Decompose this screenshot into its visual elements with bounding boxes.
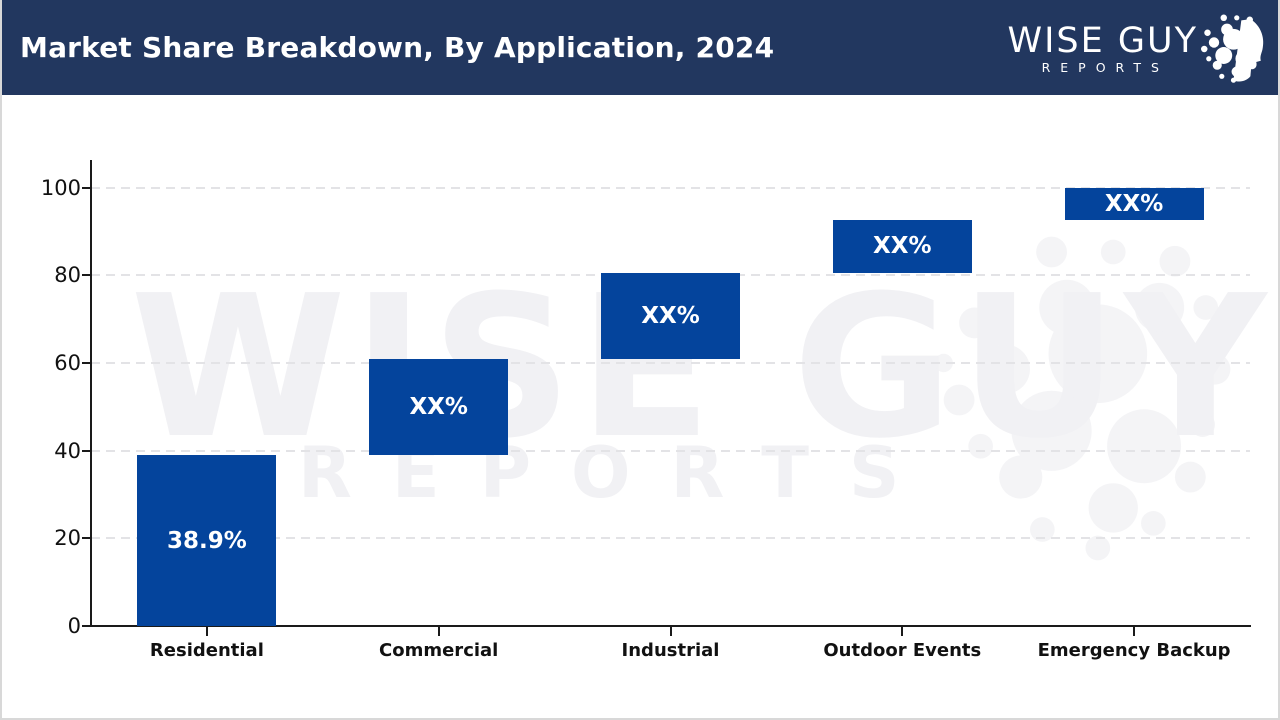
bar-industrial: XX%: [600, 272, 741, 359]
x-category-label-2: Industrial: [621, 640, 720, 661]
x-tick-mark-2: [669, 627, 672, 636]
watermark-head-dots: [934, 236, 1231, 561]
y-tick-mark-20: [82, 537, 91, 540]
x-tick-mark-3: [901, 627, 904, 636]
x-axis-line: [90, 625, 1251, 627]
gridline-20: [91, 537, 1250, 540]
x-category-label-4: Emergency Backup: [1037, 640, 1231, 661]
logo-head-icon: [1201, 14, 1264, 83]
y-axis-line: [90, 160, 92, 627]
bar-value-label: XX%: [409, 393, 468, 420]
bar-residential: 38.9%: [137, 455, 277, 626]
x-category-label-3: Outdoor Events: [823, 640, 982, 661]
bar-emergency-backup: XX%: [1064, 187, 1204, 221]
bar-outdoor-events: XX%: [832, 220, 972, 273]
y-tick-label-60: 60: [54, 350, 81, 375]
bar-commercial: XX%: [369, 358, 509, 456]
y-tick-mark-40: [82, 449, 91, 452]
y-tick-label-100: 100: [40, 175, 81, 200]
logo-wiseguy-text: WISE GUY: [1007, 20, 1198, 61]
gridline-100: [91, 186, 1250, 189]
gridline-60: [91, 361, 1250, 364]
x-category-label-1: Commercial: [379, 640, 499, 661]
x-tick-mark-1: [437, 627, 440, 636]
header-band: Market Share Breakdown, By Application, …: [2, 0, 1278, 95]
logo-text: WISE GUY REPORTS: [1007, 20, 1198, 76]
x-tick-mark-4: [1133, 627, 1136, 636]
bar-value-label: 38.9%: [167, 527, 247, 554]
bar-value-label: XX%: [1104, 190, 1164, 217]
y-tick-mark-60: [82, 361, 91, 364]
y-tick-mark-0: [82, 625, 91, 627]
y-tick-label-20: 20: [54, 526, 81, 551]
y-tick-label-80: 80: [54, 263, 81, 288]
y-tick-mark-80: [82, 274, 91, 277]
bar-value-label: XX%: [873, 233, 932, 260]
y-tick-label-40: 40: [54, 438, 81, 463]
chart-title: Market Share Breakdown, By Application, …: [20, 31, 775, 64]
x-category-label-0: Residential: [149, 640, 264, 661]
y-tick-mark-100: [82, 186, 91, 189]
x-tick-mark-0: [205, 627, 208, 636]
bar-value-label: XX%: [641, 302, 700, 329]
logo-reports-text: REPORTS: [1041, 60, 1169, 76]
wise-guy-reports-logo: WISE GUY REPORTS: [1007, 10, 1266, 88]
gridline-40: [91, 449, 1250, 452]
y-tick-label-0: 0: [67, 614, 81, 638]
